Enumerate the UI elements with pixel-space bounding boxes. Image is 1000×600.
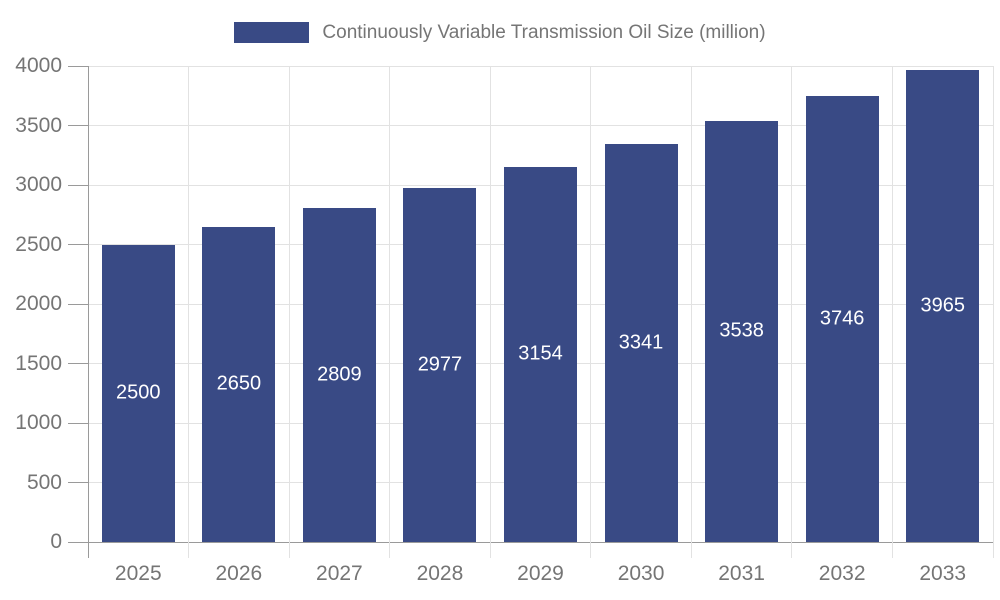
x-axis-label: 2027 [316, 562, 363, 585]
bar-2025[interactable] [101, 244, 175, 542]
y-axis-tick [68, 65, 88, 67]
x-axis-label: 2028 [416, 562, 464, 585]
y-axis-tick [68, 422, 88, 424]
gridline-vertical [188, 66, 190, 542]
y-axis-tick [68, 363, 88, 364]
x-axis-label: 2026 [215, 562, 263, 585]
x-axis-label: 2032 [818, 562, 866, 585]
y-axis-label: 2500 [15, 232, 62, 256]
x-axis-label: 2025 [114, 562, 162, 585]
y-axis-label: 2000 [15, 292, 62, 315]
gridline-vertical [690, 66, 692, 542]
x-axis-tick [992, 542, 994, 558]
y-axis-tick [68, 541, 88, 543]
bar-2026[interactable] [202, 226, 276, 542]
bar-2028[interactable] [403, 187, 477, 542]
y-axis-label: 3000 [15, 173, 62, 196]
legend-label: Continuously Variable Transmission Oil S… [322, 21, 766, 43]
y-axis-tick [68, 303, 88, 305]
y-axis-line [87, 66, 89, 558]
x-axis-tick [590, 542, 592, 558]
y-axis-label: 0 [50, 530, 62, 553]
x-axis-tick [188, 542, 190, 558]
x-axis-tick [690, 542, 692, 558]
gridline-horizontal [88, 541, 993, 543]
bar-2032[interactable] [805, 96, 879, 542]
bar-2027[interactable] [302, 207, 376, 542]
bar-2033[interactable] [906, 70, 980, 542]
x-axis-tick [891, 542, 893, 558]
x-axis-tick [389, 542, 391, 558]
gridline-vertical [590, 66, 592, 542]
y-axis-tick [68, 184, 88, 186]
y-axis-tick [68, 482, 88, 483]
y-axis-tick [68, 125, 88, 126]
gridline-vertical [288, 66, 290, 542]
y-axis-tick [68, 244, 88, 245]
gridline-horizontal [88, 125, 993, 126]
bar-2030[interactable] [604, 144, 678, 542]
legend-swatch [234, 21, 310, 43]
legend[interactable]: Continuously Variable Transmission Oil S… [0, 14, 1000, 50]
x-axis-label: 2030 [617, 562, 665, 585]
y-axis-label: 3500 [15, 113, 62, 137]
y-axis-label: 500 [26, 470, 62, 494]
x-axis-tick [489, 542, 491, 558]
gridline-vertical [791, 66, 793, 542]
gridline-vertical [992, 66, 994, 542]
gridline-vertical [389, 66, 391, 542]
bar-2029[interactable] [504, 166, 577, 542]
bar-2031[interactable] [705, 120, 779, 542]
x-axis-tick [791, 542, 793, 558]
x-axis-label: 2031 [718, 562, 765, 585]
gridline-vertical [489, 66, 491, 542]
y-axis-label: 1000 [15, 411, 62, 434]
gridline-vertical [891, 66, 893, 542]
y-axis-label: 4000 [15, 54, 62, 77]
x-axis-tick [288, 542, 290, 558]
y-axis-label: 1500 [15, 351, 62, 375]
x-axis-label: 2033 [919, 562, 967, 585]
x-axis-label: 2029 [517, 562, 564, 585]
gridline-horizontal [88, 65, 993, 67]
